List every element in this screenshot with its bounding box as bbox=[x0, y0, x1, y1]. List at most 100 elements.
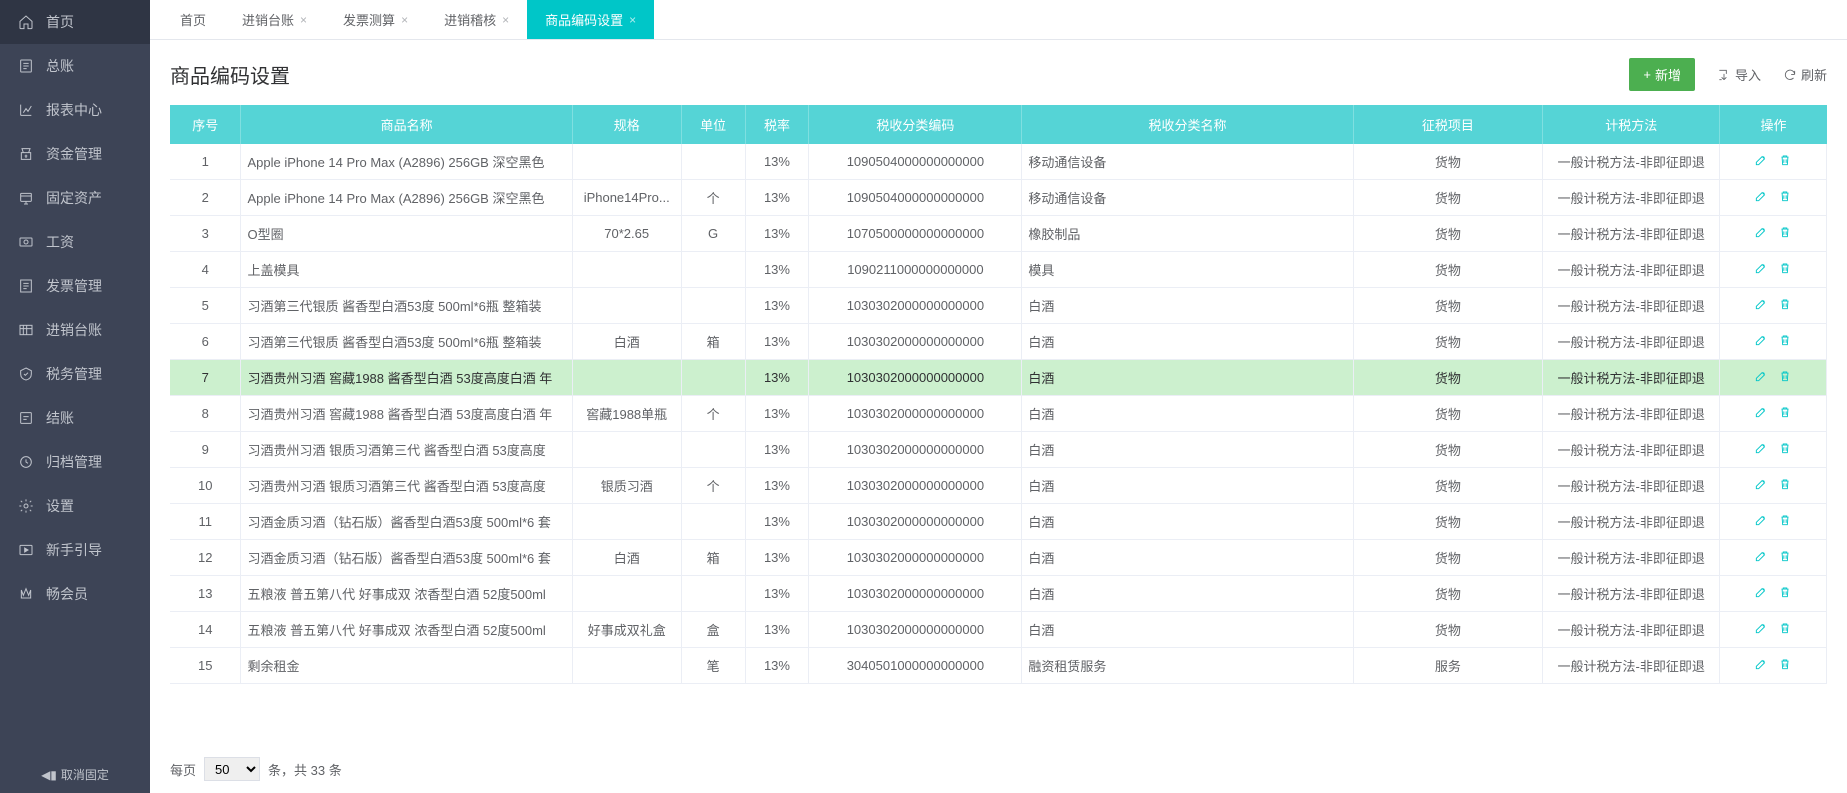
sidebar-item-home[interactable]: 首页 bbox=[0, 0, 150, 44]
cell-unit: 箱 bbox=[681, 540, 745, 576]
edit-icon[interactable] bbox=[1754, 369, 1768, 383]
sidebar-item-salary[interactable]: 工资 bbox=[0, 220, 150, 264]
cell-rate: 13% bbox=[745, 576, 809, 612]
delete-icon[interactable] bbox=[1778, 657, 1792, 671]
edit-icon[interactable] bbox=[1754, 477, 1768, 491]
edit-icon[interactable] bbox=[1754, 441, 1768, 455]
edit-icon[interactable] bbox=[1754, 621, 1768, 635]
delete-icon[interactable] bbox=[1778, 333, 1792, 347]
delete-icon[interactable] bbox=[1778, 189, 1792, 203]
cell-seq: 4 bbox=[170, 252, 241, 288]
import-button[interactable]: 导入 bbox=[1717, 65, 1761, 84]
edit-icon[interactable] bbox=[1754, 585, 1768, 599]
delete-icon[interactable] bbox=[1778, 261, 1792, 275]
close-icon[interactable]: × bbox=[629, 13, 636, 27]
cell-ops bbox=[1720, 324, 1827, 360]
cell-method: 一般计税方法-非即征即退 bbox=[1542, 216, 1719, 252]
sidebar-item-close[interactable]: 结账 bbox=[0, 396, 150, 440]
sidebar-item-inout[interactable]: 进销台账 bbox=[0, 308, 150, 352]
cell-name: 习酒第三代银质 酱香型白酒53度 500ml*6瓶 整箱装 bbox=[241, 324, 572, 360]
sidebar-item-label: 固定资产 bbox=[46, 188, 102, 208]
cell-unit bbox=[681, 576, 745, 612]
cell-spec bbox=[572, 504, 681, 540]
cell-spec: iPhone14Pro... bbox=[572, 180, 681, 216]
play-icon bbox=[18, 542, 34, 558]
sidebar-item-archive[interactable]: 归档管理 bbox=[0, 440, 150, 484]
sidebar-item-vip[interactable]: 畅会员 bbox=[0, 572, 150, 616]
cell-proj: 货物 bbox=[1353, 144, 1542, 180]
cell-cat: 白酒 bbox=[1022, 540, 1353, 576]
table-row: 6习酒第三代银质 酱香型白酒53度 500ml*6瓶 整箱装白酒箱13%1030… bbox=[170, 324, 1827, 360]
sidebar-item-gear[interactable]: 设置 bbox=[0, 484, 150, 528]
delete-icon[interactable] bbox=[1778, 369, 1792, 383]
sidebar-item-play[interactable]: 新手引导 bbox=[0, 528, 150, 572]
cell-seq: 15 bbox=[170, 648, 241, 684]
sidebar-item-tax[interactable]: 税务管理 bbox=[0, 352, 150, 396]
money-icon bbox=[18, 146, 34, 162]
delete-icon[interactable] bbox=[1778, 441, 1792, 455]
cell-ops bbox=[1720, 576, 1827, 612]
edit-icon[interactable] bbox=[1754, 153, 1768, 167]
edit-icon[interactable] bbox=[1754, 549, 1768, 563]
sidebar-item-ledger[interactable]: 总账 bbox=[0, 44, 150, 88]
sidebar-item-chart[interactable]: 报表中心 bbox=[0, 88, 150, 132]
edit-icon[interactable] bbox=[1754, 333, 1768, 347]
pagination-suffix: 条，共 33 条 bbox=[268, 760, 342, 779]
sidebar-item-invoice[interactable]: 发票管理 bbox=[0, 264, 150, 308]
sidebar-item-money[interactable]: 资金管理 bbox=[0, 132, 150, 176]
close-icon[interactable]: × bbox=[300, 13, 307, 27]
delete-icon[interactable] bbox=[1778, 225, 1792, 239]
refresh-button[interactable]: 刷新 bbox=[1783, 65, 1827, 84]
edit-icon[interactable] bbox=[1754, 189, 1768, 203]
sidebar-item-asset[interactable]: 固定资产 bbox=[0, 176, 150, 220]
tab-label: 进销稽核 bbox=[444, 10, 496, 29]
tab[interactable]: 进销台账× bbox=[224, 0, 325, 39]
delete-icon[interactable] bbox=[1778, 153, 1792, 167]
delete-icon[interactable] bbox=[1778, 477, 1792, 491]
cell-name: Apple iPhone 14 Pro Max (A2896) 256GB 深空… bbox=[241, 144, 572, 180]
cell-method: 一般计税方法-非即征即退 bbox=[1542, 648, 1719, 684]
tab[interactable]: 发票测算× bbox=[325, 0, 426, 39]
cell-ops bbox=[1720, 180, 1827, 216]
tab[interactable]: 商品编码设置× bbox=[527, 0, 654, 39]
delete-icon[interactable] bbox=[1778, 621, 1792, 635]
pin-icon: ◀▮ bbox=[41, 768, 57, 782]
delete-icon[interactable] bbox=[1778, 585, 1792, 599]
tab[interactable]: 首页 bbox=[162, 0, 224, 39]
sidebar-item-label: 设置 bbox=[46, 496, 74, 516]
cell-spec: 银质习酒 bbox=[572, 468, 681, 504]
cell-name: 习酒金质习酒（钻石版）酱香型白酒53度 500ml*6 套 bbox=[241, 540, 572, 576]
add-button[interactable]: + 新增 bbox=[1629, 58, 1695, 91]
sidebar-unpin[interactable]: ◀▮ 取消固定 bbox=[0, 756, 150, 793]
page-size-select[interactable]: 50 bbox=[204, 757, 260, 781]
tab[interactable]: 进销稽核 × bbox=[426, 0, 527, 39]
delete-icon[interactable] bbox=[1778, 549, 1792, 563]
column-header: 单位 bbox=[681, 105, 745, 144]
edit-icon[interactable] bbox=[1754, 513, 1768, 527]
delete-icon[interactable] bbox=[1778, 297, 1792, 311]
cell-name: 上盖模具 bbox=[241, 252, 572, 288]
edit-icon[interactable] bbox=[1754, 657, 1768, 671]
cell-proj: 货物 bbox=[1353, 288, 1542, 324]
cell-rate: 13% bbox=[745, 252, 809, 288]
cell-cat: 白酒 bbox=[1022, 324, 1353, 360]
sidebar-item-label: 进销台账 bbox=[46, 320, 102, 340]
delete-icon[interactable] bbox=[1778, 405, 1792, 419]
vip-icon bbox=[18, 586, 34, 602]
cell-name: 五粮液 普五第八代 好事成双 浓香型白酒 52度500ml bbox=[241, 612, 572, 648]
cell-method: 一般计税方法-非即征即退 bbox=[1542, 288, 1719, 324]
cell-ops bbox=[1720, 504, 1827, 540]
cell-proj: 货物 bbox=[1353, 612, 1542, 648]
edit-icon[interactable] bbox=[1754, 225, 1768, 239]
cell-cat: 移动通信设备 bbox=[1022, 180, 1353, 216]
edit-icon[interactable] bbox=[1754, 261, 1768, 275]
edit-icon[interactable] bbox=[1754, 405, 1768, 419]
column-header: 税收分类名称 bbox=[1022, 105, 1353, 144]
close-icon[interactable]: × bbox=[502, 13, 509, 27]
sidebar-item-label: 新手引导 bbox=[46, 540, 102, 560]
tax-icon bbox=[18, 366, 34, 382]
close-icon[interactable]: × bbox=[401, 13, 408, 27]
cell-name: 五粮液 普五第八代 好事成双 浓香型白酒 52度500ml bbox=[241, 576, 572, 612]
delete-icon[interactable] bbox=[1778, 513, 1792, 527]
edit-icon[interactable] bbox=[1754, 297, 1768, 311]
